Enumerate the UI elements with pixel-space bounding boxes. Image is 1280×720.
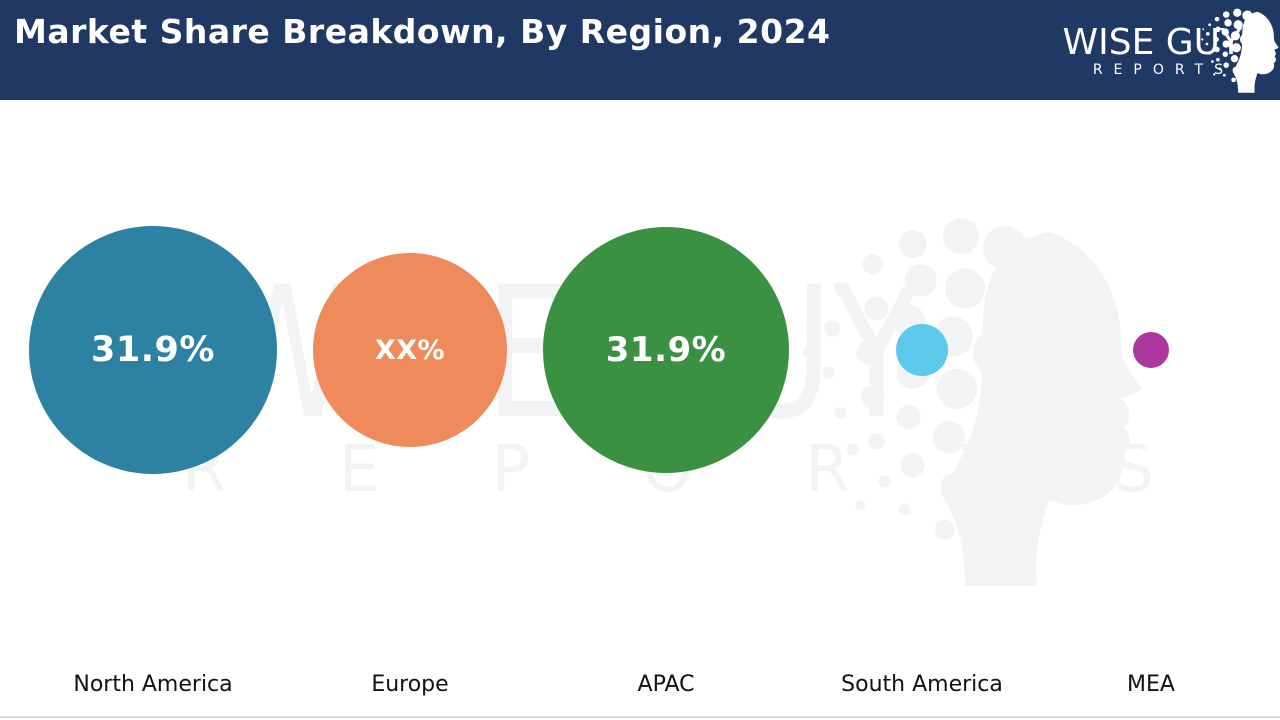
bubble-mea (1133, 332, 1169, 368)
header-bar: Market Share Breakdown, By Region, 2024 … (0, 0, 1280, 100)
logo-sub-text: REPORTS (1092, 62, 1234, 78)
bubble-value-label: 31.9% (91, 330, 215, 370)
wise-guy-logo: WISE GUY REPORTS (1020, 0, 1280, 100)
label-south-america: South America (841, 672, 1003, 697)
watermark-head-silhouette-icon (772, 208, 1174, 590)
bottom-divider (0, 716, 1280, 718)
bubble-south-america (896, 324, 948, 376)
bubble-north-america: 31.9% (29, 226, 277, 474)
bubble-value-label: XX% (374, 334, 446, 366)
label-europe: Europe (371, 672, 449, 697)
bubble-chart: WISE GUY R E P O R T S 31.9% North Ameri… (0, 100, 1280, 718)
bubble-europe: XX% (313, 253, 507, 447)
label-mea: MEA (1127, 672, 1175, 697)
label-apac: APAC (637, 672, 695, 697)
head-silhouette-icon (1194, 6, 1280, 94)
label-north-america: North America (73, 672, 233, 697)
bubble-value-label: 31.9% (605, 330, 727, 370)
page-title: Market Share Breakdown, By Region, 2024 (14, 12, 831, 51)
bubble-apac: 31.9% (543, 227, 789, 473)
logo-name-text: WISE GUY (1062, 22, 1243, 63)
